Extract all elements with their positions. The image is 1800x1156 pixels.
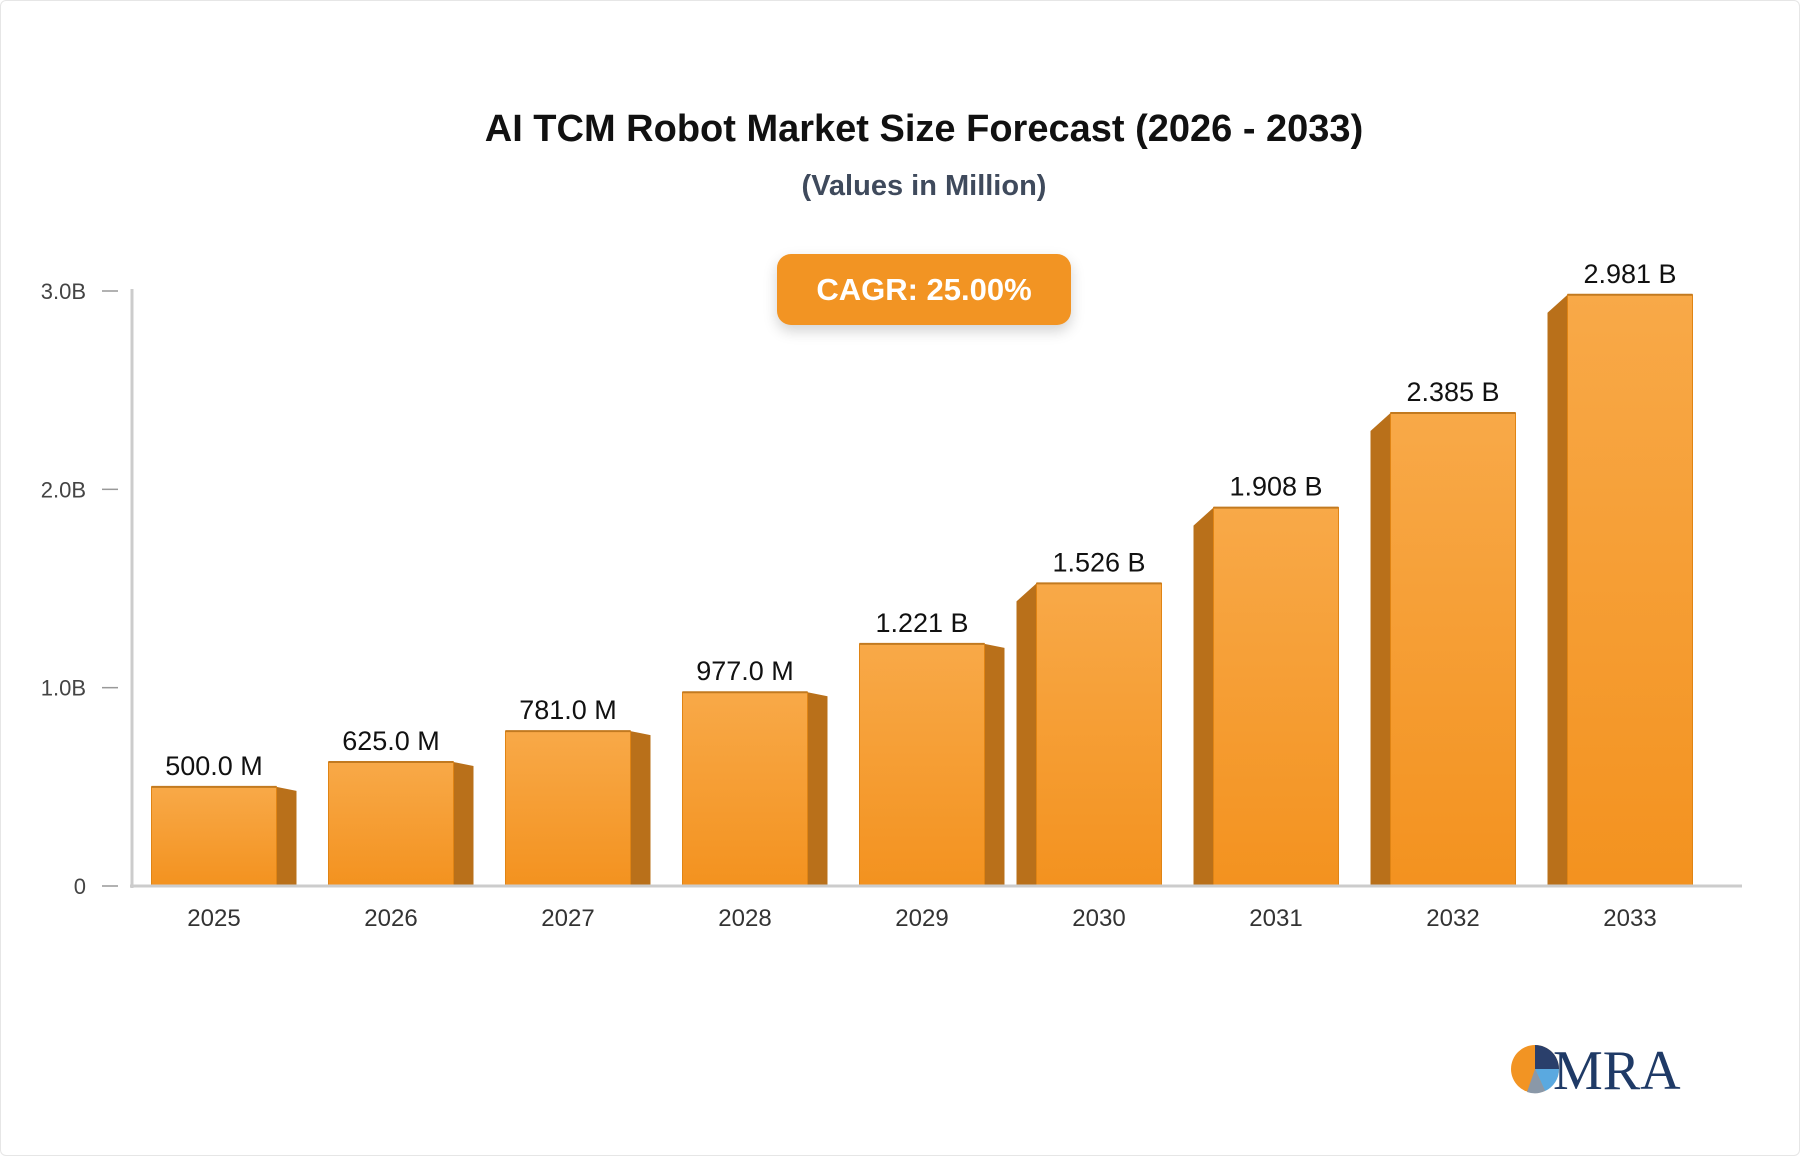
bar-2025: 500.0 M	[151, 751, 297, 887]
bar-side	[807, 692, 828, 886]
bar-side	[630, 731, 651, 886]
bar-value-label: 2.385 B	[1406, 377, 1499, 407]
bar-side	[453, 762, 474, 886]
bar-2026: 625.0 M	[328, 726, 474, 887]
bar-2032: 2.385 B	[1370, 377, 1516, 887]
bar-value-label: 1.526 B	[1052, 547, 1145, 577]
bar-front	[1036, 582, 1162, 887]
bar-value-label: 625.0 M	[342, 726, 440, 756]
x-tick-label: 2031	[1249, 905, 1302, 932]
x-tick-label: 2030	[1072, 905, 1125, 932]
x-axis: 2025 2026 2027 2028 2029 2030 2031 2032 2033	[130, 884, 1742, 932]
bar-2027: 781.0 M	[505, 695, 651, 887]
bar-side	[1370, 412, 1391, 886]
y-axis: 0 1.0B 2.0B 3.0B	[41, 279, 134, 899]
bar-2029: 1.221 B	[859, 608, 1005, 887]
bar-front	[859, 643, 985, 887]
bar-front	[505, 730, 631, 887]
bar-value-label: 2.981 B	[1583, 259, 1676, 289]
x-tick-label: 2029	[895, 905, 948, 932]
bar-side	[1547, 294, 1568, 887]
bar-front	[328, 761, 454, 887]
x-tick-label: 2033	[1603, 905, 1656, 932]
chart-subtitle: (Values in Million)	[801, 170, 1047, 202]
bar-value-label: 1.221 B	[875, 608, 968, 638]
bar-2033: 2.981 B	[1547, 259, 1693, 887]
bar-value-label: 500.0 M	[165, 751, 263, 781]
bar-value-label: 977.0 M	[696, 656, 794, 686]
bar-front	[1390, 412, 1516, 887]
bar-front	[151, 786, 277, 887]
chart-title: AI TCM Robot Market Size Forecast (2026 …	[484, 108, 1364, 150]
bar-value-label: 1.908 B	[1229, 472, 1322, 502]
bars: 500.0 M 625.0 M 781.0 M 977.0 M 1.221 B 1.526…	[151, 259, 1693, 887]
bar-side	[1016, 583, 1037, 886]
x-tick-label: 2025	[187, 905, 240, 932]
x-tick-label: 2028	[718, 905, 771, 932]
y-tick-label: 2.0B	[41, 477, 86, 502]
bar-2028: 977.0 M	[682, 656, 828, 887]
bar-side	[1193, 507, 1214, 886]
x-tick-label: 2027	[541, 905, 594, 932]
bar-2031: 1.908 B	[1193, 472, 1339, 887]
bar-front	[1213, 507, 1339, 887]
y-tick-label: 1.0B	[41, 676, 86, 701]
bar-front	[682, 691, 808, 887]
mra-logo: MRA	[1511, 1040, 1681, 1098]
y-tick-label: 0	[74, 874, 86, 899]
y-tick-label: 3.0B	[41, 279, 86, 304]
logo-text: MRA	[1553, 1040, 1681, 1098]
logo-pie-icon	[1511, 1045, 1560, 1094]
x-tick-label: 2032	[1426, 905, 1479, 932]
bar-value-label: 781.0 M	[519, 695, 617, 725]
bar-side	[984, 643, 1005, 886]
bar-front	[1567, 294, 1693, 887]
x-tick-label: 2026	[364, 905, 417, 932]
cagr-badge: CAGR: 25.00%	[777, 254, 1071, 325]
bar-side	[276, 786, 297, 886]
bar-2030: 1.526 B	[1016, 547, 1162, 887]
